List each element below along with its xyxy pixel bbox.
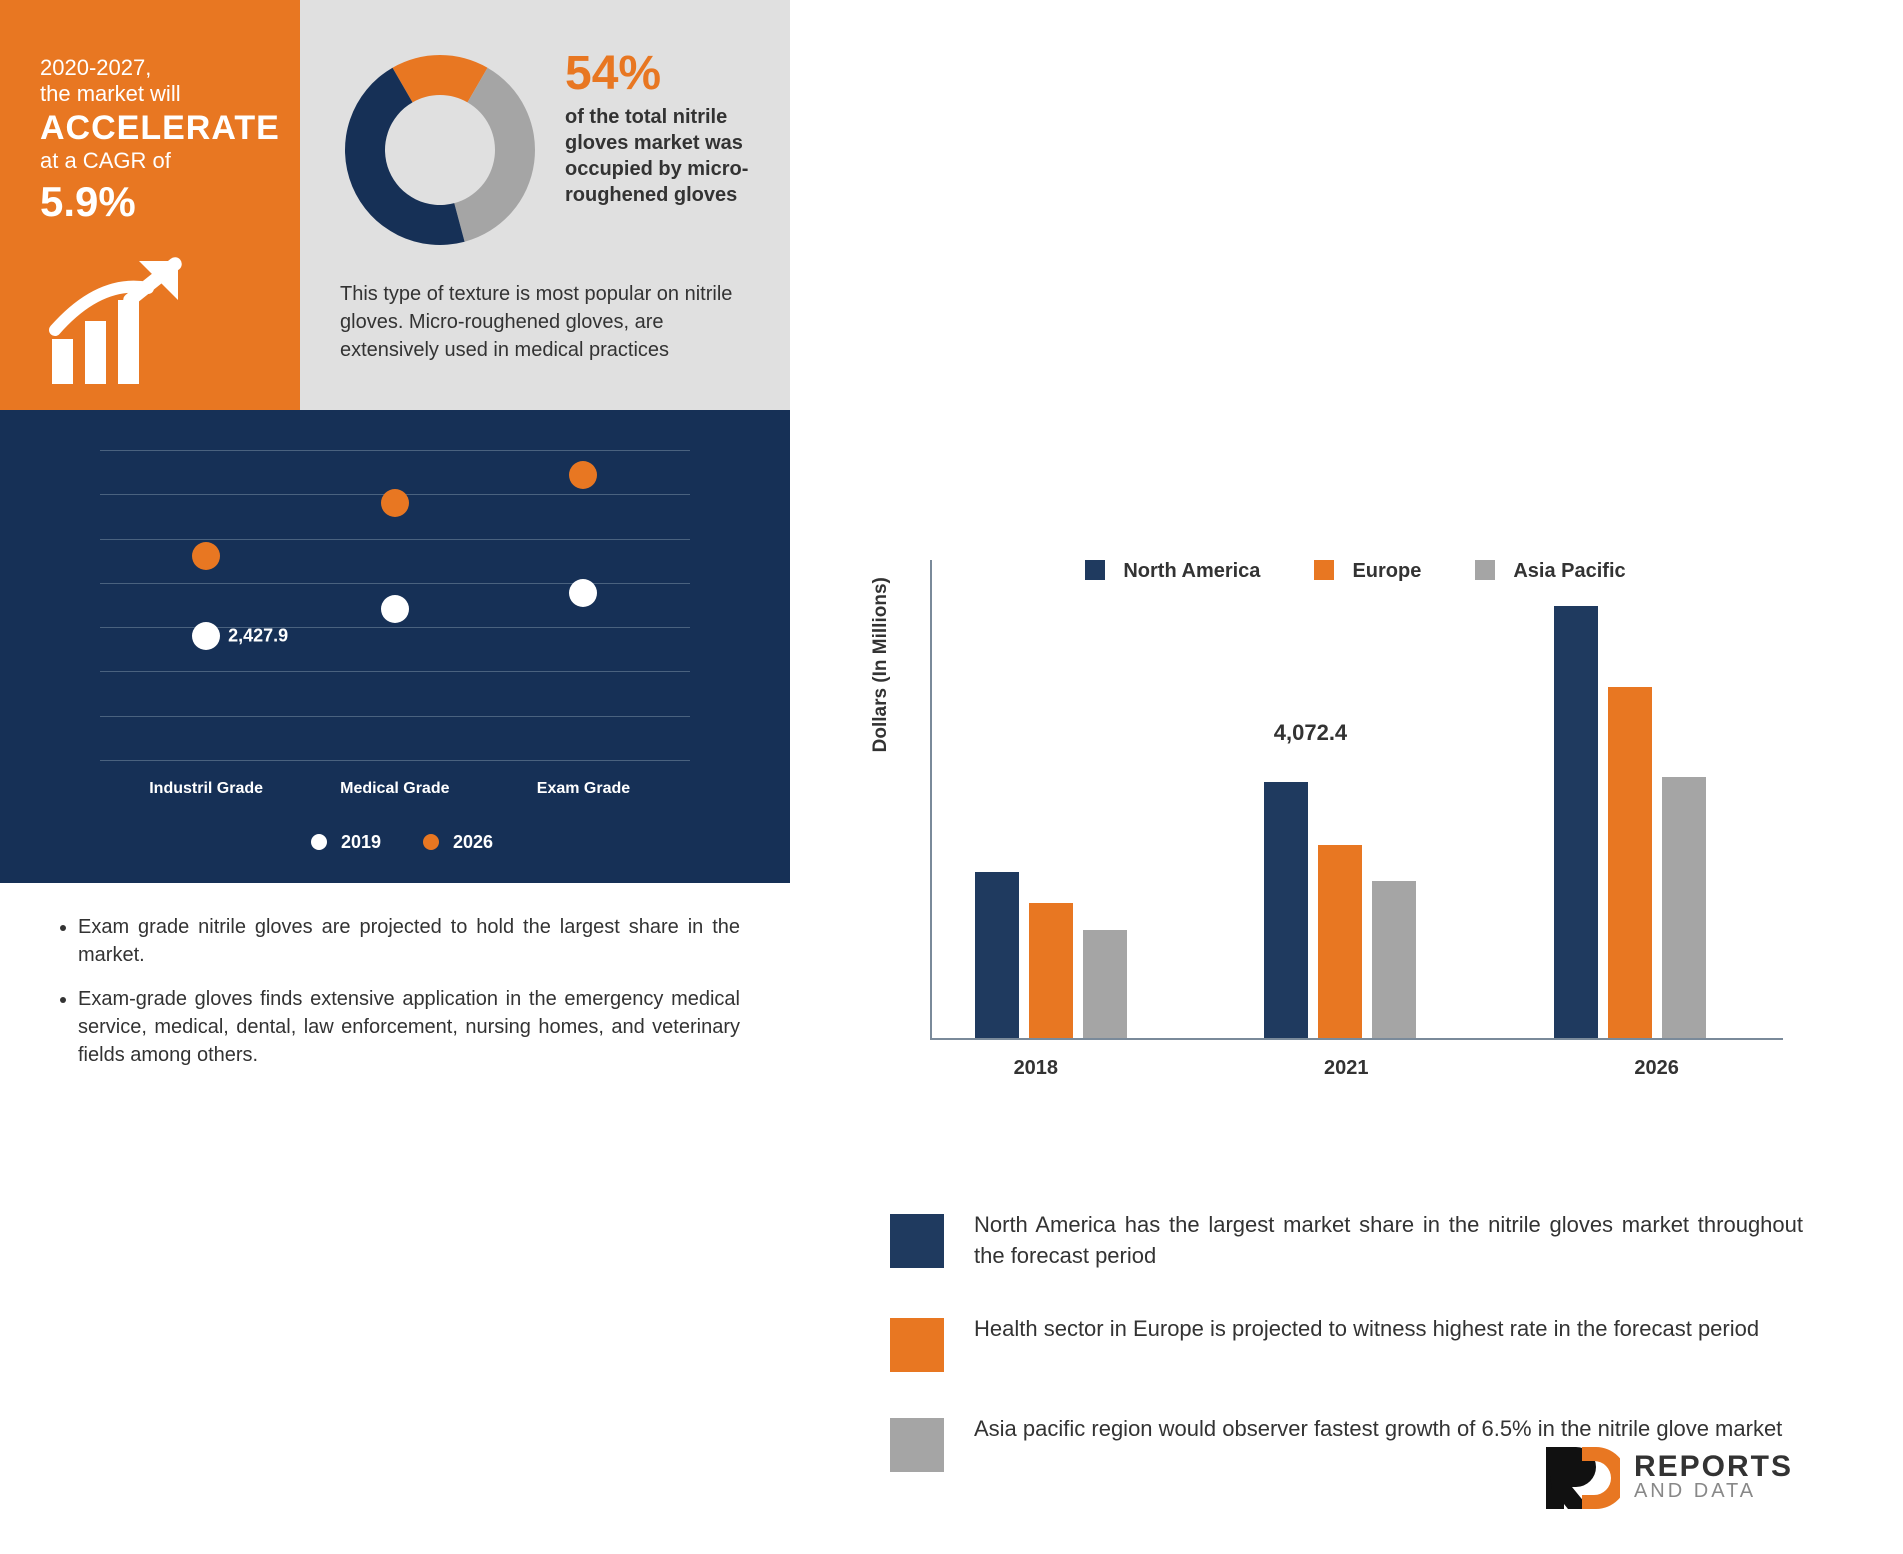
bar	[1264, 782, 1308, 1039]
bar-annotation: 4,072.4	[1274, 720, 1347, 746]
bar	[1318, 845, 1362, 1039]
bar-chart: Dollars (In Millions) 4,072.4 North Amer…	[890, 560, 1803, 1120]
insight-swatch	[890, 1214, 944, 1268]
bar-xlabel: 2018	[1014, 1057, 1059, 1080]
lollipop-point	[569, 579, 597, 607]
lollipop-panel: Industril Grade Medical Grade Exam Grade 2,…	[0, 410, 790, 883]
logo-text-top: REPORTS	[1634, 1453, 1793, 1480]
donut-text-block: 54% of the total nitrile gloves market w…	[565, 50, 750, 208]
insight-row: North America has the largest market sha…	[890, 1210, 1803, 1272]
lollipop-point	[381, 595, 409, 623]
bullet-item: Exam-grade gloves finds extensive applic…	[78, 985, 740, 1069]
left-column: 2020-2027, the market will ACCELERATE at…	[0, 0, 790, 1554]
cagr-sub2: at a CAGR of	[40, 148, 270, 174]
lollipop-callout: 2,427.9	[228, 626, 288, 647]
lollipop-point	[381, 489, 409, 517]
insight-swatch	[890, 1418, 944, 1472]
insight-swatch	[890, 1318, 944, 1372]
lollipop-xlabel: Industril Grade	[149, 780, 263, 798]
lollipop-xlabel: Medical Grade	[340, 780, 449, 798]
bar	[1083, 930, 1127, 1038]
lollipop-legend-item: 2026	[409, 832, 493, 852]
right-column: Dollars (In Millions) 4,072.4 North Amer…	[790, 0, 1903, 1554]
growth-arrow-icon	[40, 246, 270, 401]
top-row: 2020-2027, the market will ACCELERATE at…	[0, 0, 790, 410]
lollipop-point	[192, 542, 220, 570]
donut-chart	[340, 50, 540, 250]
bar	[1372, 881, 1416, 1039]
cagr-headline: ACCELERATE	[40, 109, 270, 148]
bar-group	[975, 872, 1127, 1039]
insight-row: Health sector in Europe is projected to …	[890, 1314, 1803, 1372]
cagr-pct: 5.9%	[40, 178, 270, 226]
insight-text: Health sector in Europe is projected to …	[974, 1314, 1759, 1345]
donut-row: 54% of the total nitrile gloves market w…	[340, 50, 750, 250]
bullet-item: Exam grade nitrile gloves are projected …	[78, 913, 740, 969]
bar-ylabel: Dollars (In Millions)	[870, 577, 892, 752]
logo-text-bottom: AND DATA	[1634, 1480, 1793, 1503]
bar-group	[1554, 606, 1706, 1038]
brand-logo: REPORTS AND DATA	[1546, 1447, 1793, 1509]
donut-caption: This type of texture is most popular on …	[340, 280, 750, 364]
cagr-period: 2020-2027,	[40, 55, 270, 81]
bar-xlabel: 2026	[1634, 1057, 1679, 1080]
bar-xlabel: 2021	[1324, 1057, 1369, 1080]
rd-logo-icon	[1546, 1447, 1620, 1509]
bar	[1029, 903, 1073, 1038]
bullet-list: Exam grade nitrile gloves are projected …	[0, 883, 790, 1105]
cagr-callout-box: 2020-2027, the market will ACCELERATE at…	[0, 0, 300, 410]
lollipop-chart: Industril Grade Medical Grade Exam Grade 2,…	[60, 450, 730, 820]
donut-pct: 54%	[565, 50, 750, 98]
donut-panel: 54% of the total nitrile gloves market w…	[300, 0, 790, 410]
bar	[1554, 606, 1598, 1038]
insight-text: North America has the largest market sha…	[974, 1210, 1803, 1272]
cagr-subtitle: the market will	[40, 81, 270, 107]
lollipop-legend: 2019 2026	[60, 832, 730, 853]
bar	[975, 872, 1019, 1039]
insight-list: North America has the largest market sha…	[890, 1210, 1803, 1472]
bar	[1608, 687, 1652, 1038]
lollipop-xlabel: Exam Grade	[537, 780, 630, 798]
bar	[1662, 777, 1706, 1038]
lollipop-point	[569, 461, 597, 489]
donut-desc: of the total nitrile gloves market was o…	[565, 104, 750, 208]
bar-group	[1264, 782, 1416, 1039]
insight-text: Asia pacific region would observer faste…	[974, 1414, 1782, 1445]
lollipop-legend-item: 2019	[297, 832, 381, 852]
lollipop-point	[192, 622, 220, 650]
